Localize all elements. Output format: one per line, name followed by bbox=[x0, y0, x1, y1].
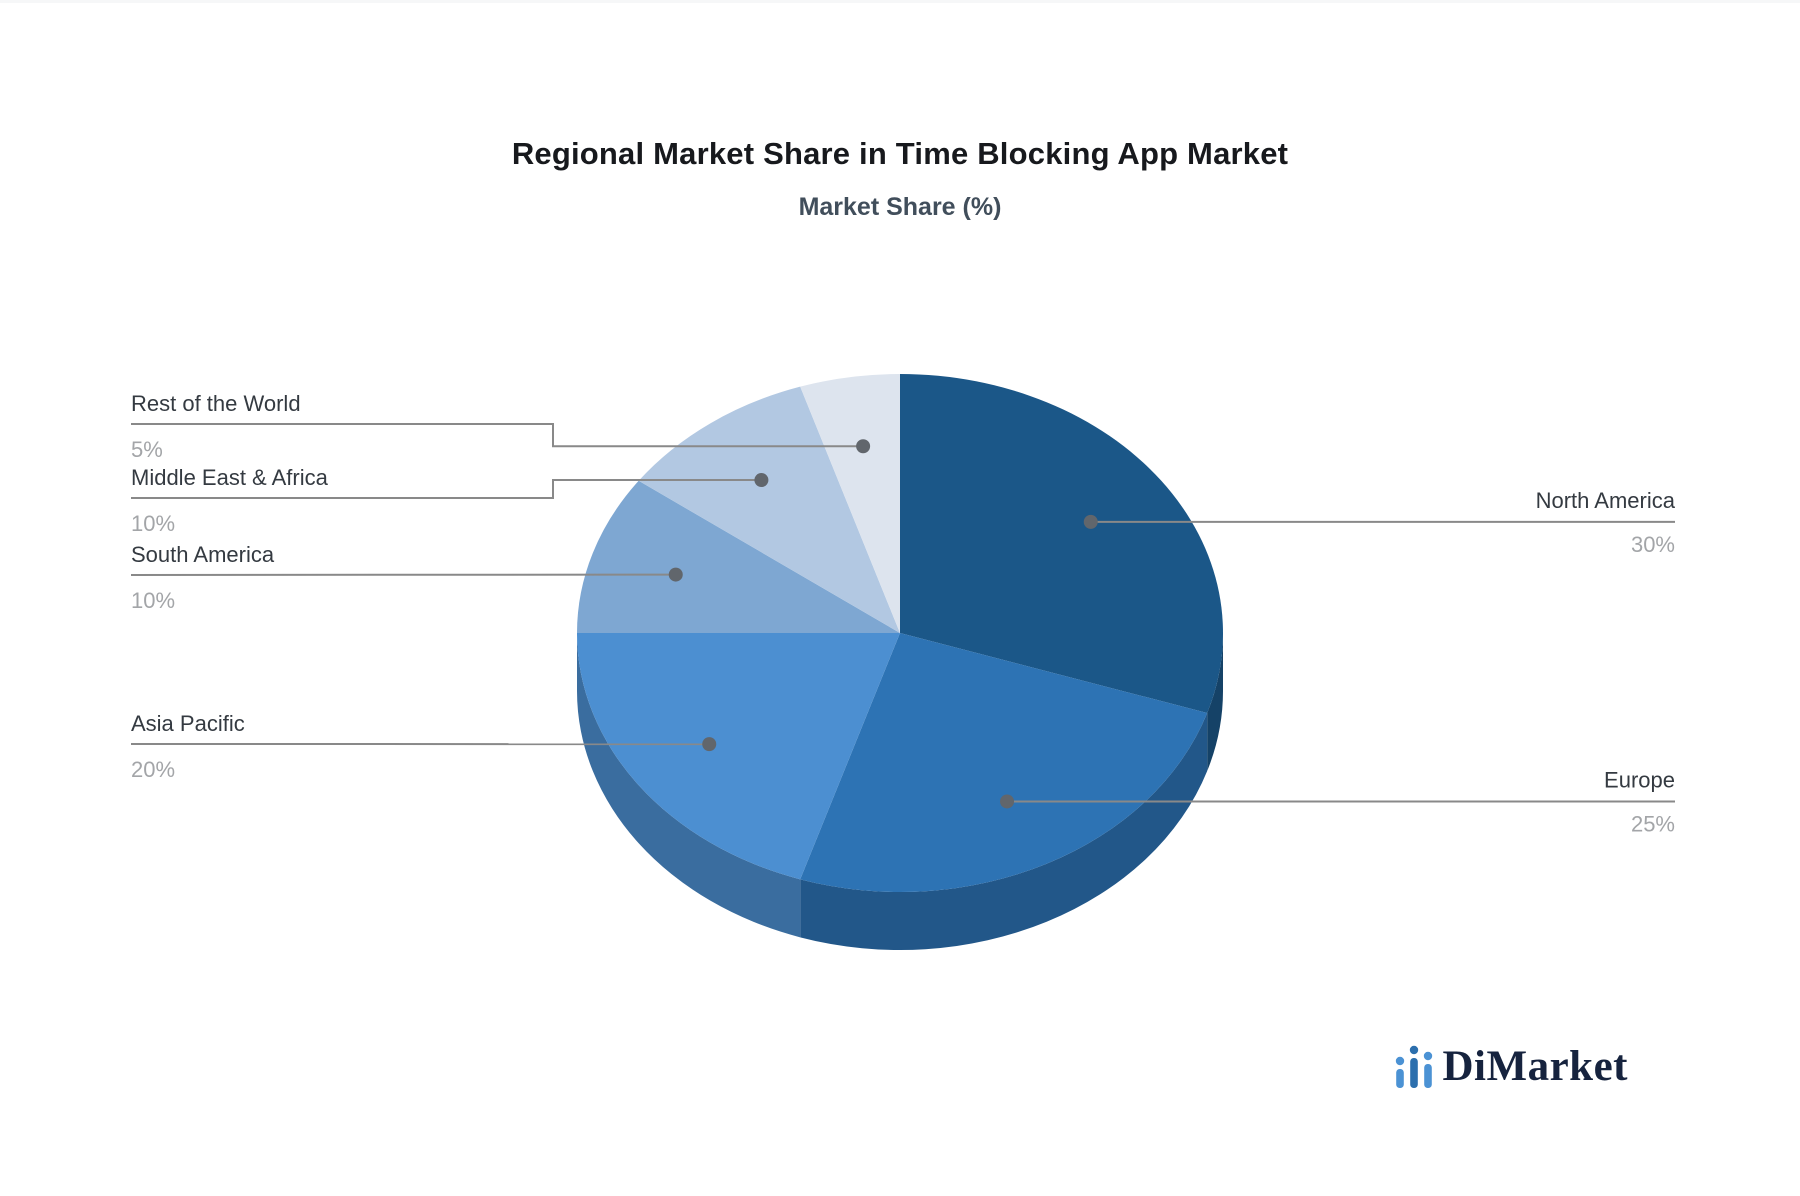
label-line-dot-south-america bbox=[668, 567, 683, 582]
label-line-dot-rest-of-the-world bbox=[856, 439, 871, 454]
pie-slice-side-asia-pacific bbox=[577, 633, 801, 938]
dimarket-logo: DiMarket bbox=[1394, 1040, 1629, 1090]
pie-slice-side-europe bbox=[800, 713, 1208, 950]
label-line-rest-of-the-world bbox=[131, 423, 864, 448]
pie-slice-side-north-america bbox=[1207, 633, 1223, 772]
slice-label-middle-east-africa: Middle East & Africa bbox=[131, 465, 329, 490]
slice-label-asia-pacific: Asia Pacific bbox=[131, 711, 245, 736]
slice-value-europe: 25% bbox=[1631, 811, 1675, 836]
pie-slice-rest-of-the-world[interactable] bbox=[800, 374, 900, 633]
chart-title: Regional Market Share in Time Blocking A… bbox=[511, 136, 1289, 171]
label-line-dot-middle-east-africa bbox=[754, 473, 769, 488]
label-line-dot-europe bbox=[1000, 794, 1015, 809]
chart-subtitle: Market Share (%) bbox=[798, 193, 1002, 221]
top-strip bbox=[0, 0, 1800, 3]
pie-slice-south-america[interactable] bbox=[577, 480, 900, 633]
pie-slice-europe[interactable] bbox=[800, 633, 1208, 892]
bar-chart-icon bbox=[1395, 1045, 1432, 1088]
label-line-dot-asia-pacific bbox=[702, 737, 717, 752]
slice-value-middle-east-africa: 10% bbox=[131, 511, 175, 536]
slice-value-rest-of-the-world: 5% bbox=[131, 437, 163, 462]
pie-slice-middle-east-africa[interactable] bbox=[638, 386, 900, 633]
pie-slice-north-america[interactable] bbox=[900, 373, 1224, 714]
dimarket-logo-text: DiMarket bbox=[1442, 1043, 1628, 1090]
pie-slice-asia-pacific[interactable] bbox=[577, 633, 900, 880]
label-line-dot-north-america bbox=[1083, 514, 1098, 529]
slice-label-north-america: North America bbox=[1536, 488, 1676, 513]
label-line-middle-east-africa bbox=[131, 479, 762, 499]
slice-value-asia-pacific: 20% bbox=[131, 757, 175, 782]
slice-value-south-america: 10% bbox=[131, 588, 175, 613]
slice-value-north-america: 30% bbox=[1631, 532, 1675, 557]
slice-label-south-america: South America bbox=[131, 542, 275, 567]
slice-label-rest-of-the-world: Rest of the World bbox=[131, 391, 301, 416]
slice-label-europe: Europe bbox=[1604, 767, 1675, 792]
